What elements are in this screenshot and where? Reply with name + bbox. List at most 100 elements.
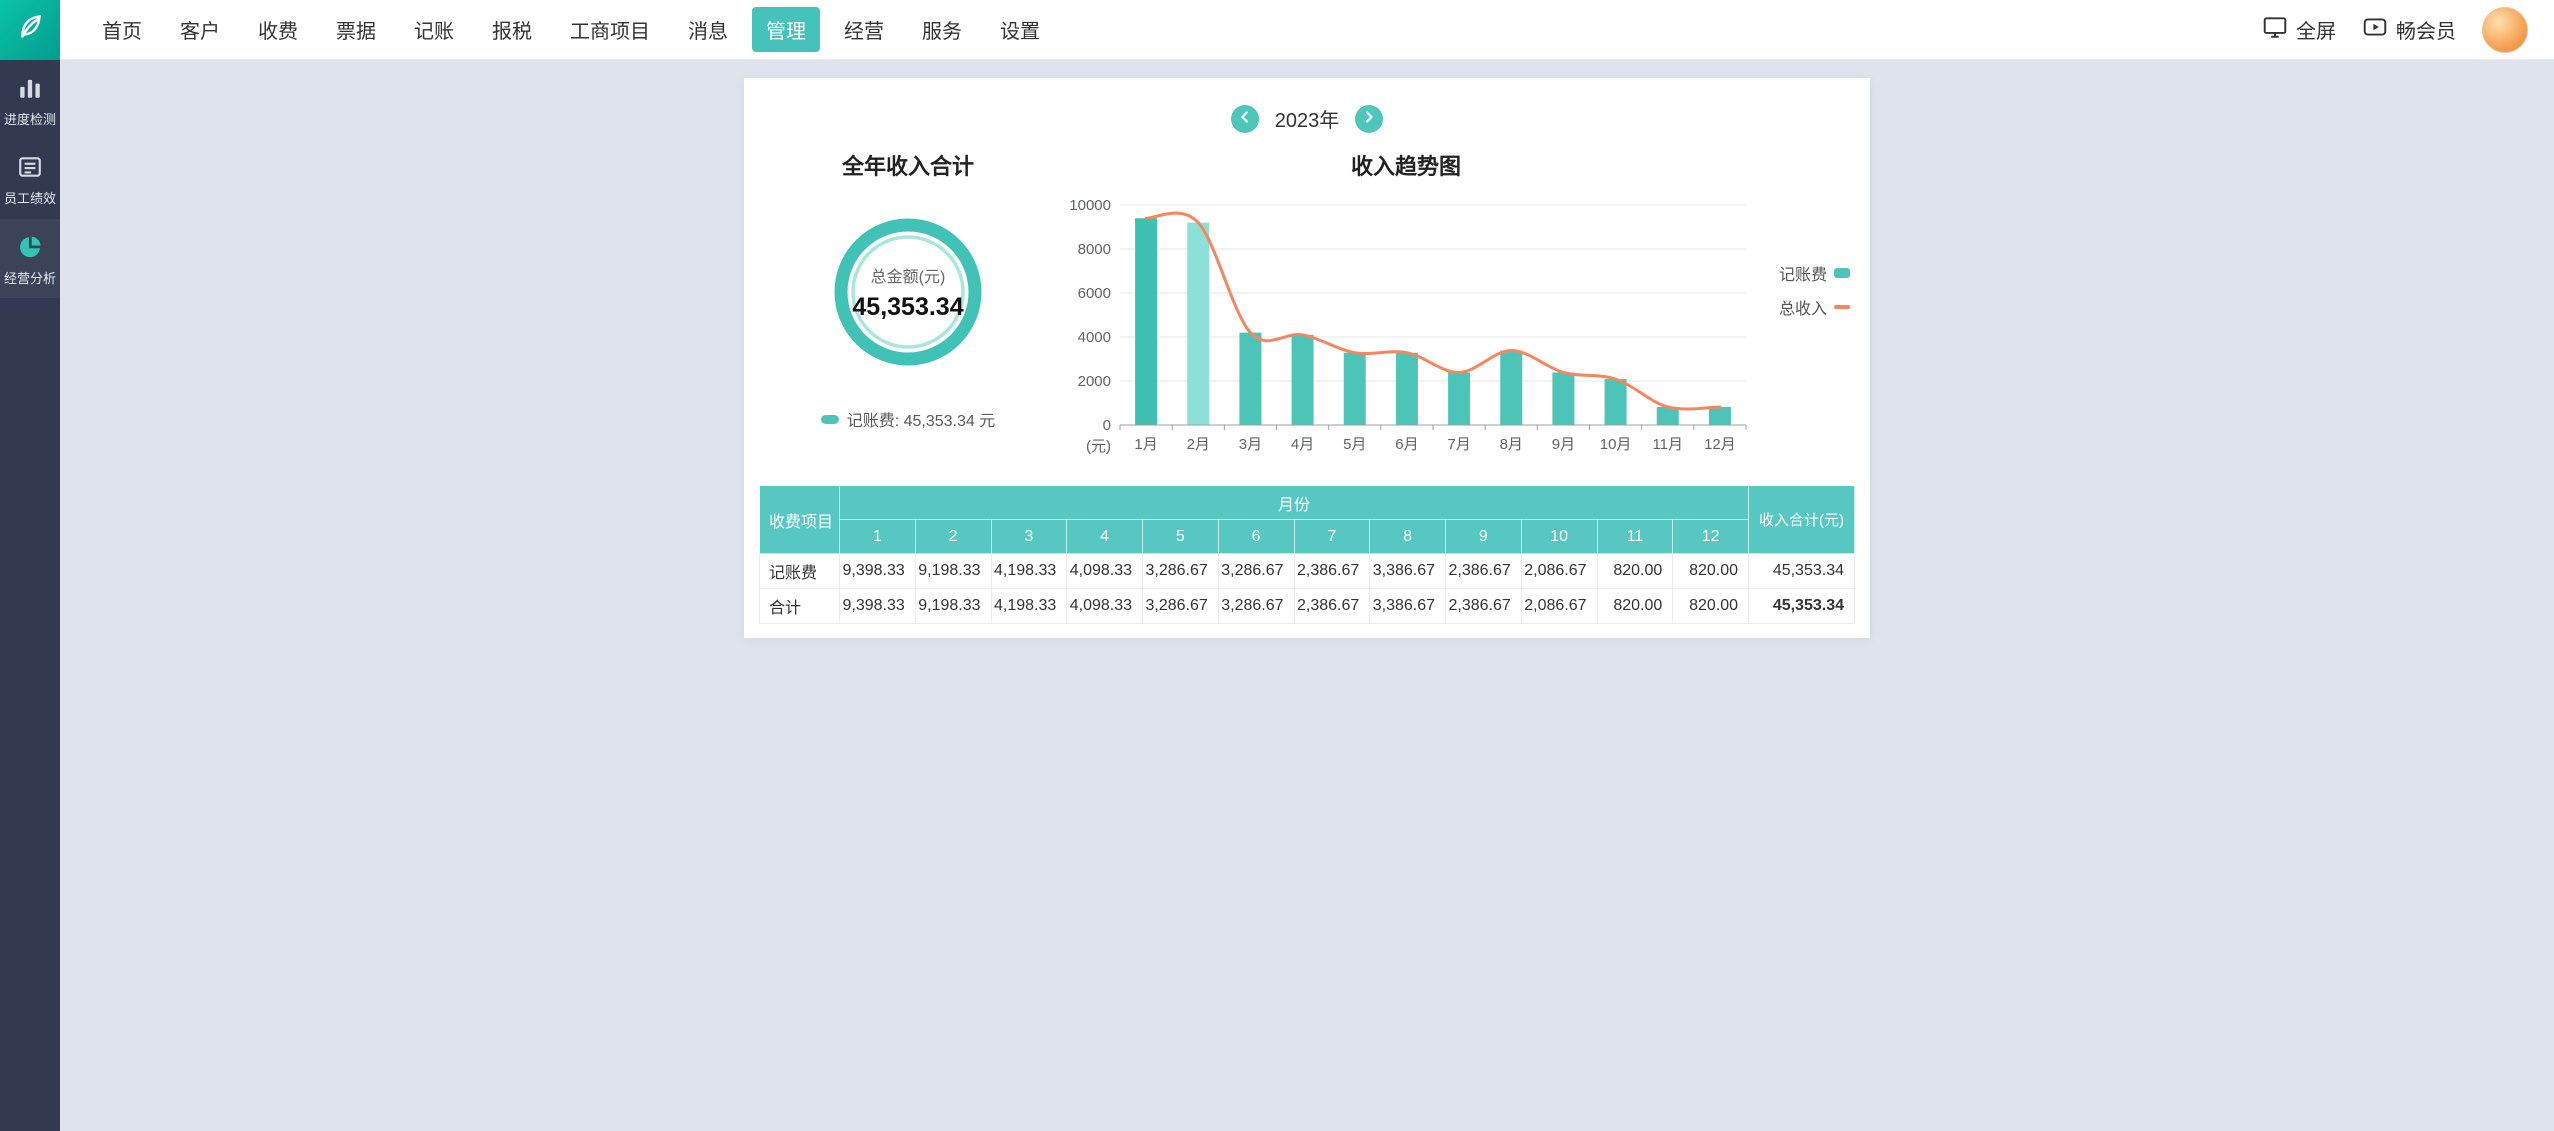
member-video-icon	[2362, 14, 2388, 46]
value-cell: 3,286.67	[1142, 553, 1219, 589]
income-table: 收费项目 月份 收入合计(元) 1 2 3 4 5 6 7 8 9 10 11 12 记账费 9,398.33…	[759, 485, 1855, 624]
value-cell: 9,198.33	[914, 588, 992, 624]
value-cell: 2,386.67	[1445, 553, 1522, 589]
month-header: 12	[1672, 519, 1749, 554]
fullscreen-label: 全屏	[2296, 21, 2336, 43]
svg-text:4000: 4000	[1078, 329, 1111, 346]
sidebar-item-progress-check[interactable]: 进度检测	[0, 60, 60, 139]
dashboard-row: 全年收入合计 总金额(元) 45,353.34 记账费: 45,353.34 元	[758, 149, 1856, 471]
sidebar-item-business-analysis[interactable]: 经营分析	[0, 218, 60, 298]
year-navigation: 2023年	[758, 104, 1856, 133]
value-cell: 2,086.67	[1520, 588, 1598, 624]
nav-item-bookkeeping[interactable]: 记账	[414, 21, 454, 43]
svg-text:11月: 11月	[1652, 436, 1683, 453]
total-donut: 总金额(元) 45,353.34	[823, 207, 993, 377]
value-cell: 9,198.33	[914, 553, 992, 589]
user-avatar[interactable]	[2482, 6, 2528, 53]
income-table-head: 收费项目 月份 收入合计(元) 1 2 3 4 5 6 7 8 9 10 11 12	[759, 485, 1855, 554]
month-header: 9	[1445, 519, 1522, 554]
month-header: 4	[1066, 519, 1143, 554]
nav-item-operations[interactable]: 经营	[844, 21, 884, 43]
svg-text:6月: 6月	[1395, 436, 1418, 453]
nav-item-services[interactable]: 服务	[922, 21, 962, 43]
nav-item-settings[interactable]: 设置	[1000, 21, 1040, 43]
svg-text:8月: 8月	[1500, 436, 1523, 453]
nav-item-business-projects[interactable]: 工商项目	[570, 21, 650, 43]
sidebar: 进度检测员工绩效经营分析	[0, 60, 60, 1131]
month-header: 10	[1520, 519, 1598, 554]
svg-text:8000: 8000	[1078, 241, 1111, 258]
value-cell: 9,398.33	[839, 588, 916, 624]
annual-summary-section: 全年收入合计 总金额(元) 45,353.34 记账费: 45,353.34 元	[758, 149, 1058, 471]
chevron-left-icon	[1236, 108, 1254, 129]
row-total-cell: 45,353.34	[1748, 553, 1855, 589]
value-cell: 2,386.67	[1293, 553, 1371, 589]
fullscreen-button[interactable]: 全屏	[2262, 14, 2336, 46]
total-column-header: 收入合计(元)	[1748, 485, 1855, 554]
value-cell: 3,286.67	[1217, 553, 1295, 589]
month-header: 2	[914, 519, 992, 554]
value-cell: 2,386.67	[1445, 588, 1522, 624]
chart-legend: 记账费 总收入	[1754, 261, 1850, 319]
fee-legend-swatch-icon	[820, 414, 839, 424]
legend-line-mark-icon	[1834, 305, 1850, 309]
app-logo[interactable]	[0, 0, 60, 60]
prev-year-button[interactable]	[1230, 104, 1259, 133]
year-label: 2023年	[1274, 110, 1340, 132]
trend-chart: 0 2000 4000 6000 8000 10000 (元) 1月 2月 3月 4月 5月 6月 7月 8…	[1069, 197, 1747, 455]
donut-label: 总金额(元)	[870, 268, 946, 286]
chevron-right-icon	[1360, 108, 1378, 129]
value-cell: 4,098.33	[1066, 553, 1143, 589]
analysis-card: 2023年 全年收入合计 总金额(元) 45,353.34	[744, 78, 1870, 638]
leaf-logo-icon	[11, 8, 49, 51]
pie-chart-icon	[17, 234, 43, 265]
value-cell: 9,398.33	[839, 553, 916, 589]
chart-legend-fee[interactable]: 记账费	[1779, 261, 1850, 285]
topbar-right: 全屏 畅会员	[2262, 6, 2554, 53]
sidebar-item-label: 经营分析	[3, 270, 56, 286]
nav-item-customers[interactable]: 客户	[180, 21, 220, 43]
value-cell: 2,386.67	[1293, 588, 1371, 624]
income-table-body: 记账费 9,398.33 9,198.33 4,198.33 4,098.33 3,286…	[759, 553, 1855, 624]
summary-title: 全年收入合计	[841, 154, 974, 179]
value-cell: 820.00	[1672, 553, 1749, 589]
value-cell: 3,286.67	[1217, 588, 1295, 624]
svg-text:0: 0	[1103, 417, 1111, 434]
svg-text:9月: 9月	[1552, 436, 1575, 453]
svg-text:10000: 10000	[1069, 197, 1111, 214]
nav-item-management[interactable]: 管理	[752, 7, 820, 52]
month-group-header: 月份	[839, 485, 1749, 520]
legend-bar-mark-icon	[1834, 268, 1850, 278]
value-cell: 3,286.67	[1142, 588, 1219, 624]
member-button[interactable]: 畅会员	[2362, 14, 2456, 46]
nav-item-messages[interactable]: 消息	[688, 21, 728, 43]
nav-item-fees[interactable]: 收费	[258, 21, 298, 43]
svg-text:6000: 6000	[1078, 285, 1111, 302]
donut-center: 总金额(元) 45,353.34	[823, 207, 993, 377]
top-nav: 首页 客户 收费 票据 记账 报税 工商项目 消息 管理 经营 服务 设置	[60, 7, 2262, 52]
summary-legend-text: 记账费: 45,353.34 元	[846, 413, 996, 430]
nav-item-invoices[interactable]: 票据	[336, 21, 376, 43]
svg-text:(元): (元)	[1086, 438, 1111, 455]
row-name-cell: 记账费	[759, 553, 840, 589]
table-corner-header: 收费项目	[759, 485, 840, 554]
member-label: 畅会员	[2396, 21, 2456, 43]
month-header: 8	[1369, 519, 1446, 554]
svg-text:1月: 1月	[1134, 436, 1157, 453]
main-content: 2023年 全年收入合计 总金额(元) 45,353.34	[60, 60, 2554, 1131]
row-name-cell: 合计	[759, 588, 840, 624]
nav-item-home[interactable]: 首页	[102, 21, 142, 43]
id-card-icon	[17, 154, 43, 185]
trend-chart-title: 收入趋势图	[1350, 154, 1461, 179]
month-header: 7	[1293, 519, 1371, 554]
topbar: 首页 客户 收费 票据 记账 报税 工商项目 消息 管理 经营 服务 设置 全屏 畅会员	[0, 0, 2554, 60]
sidebar-item-label: 进度检测	[3, 112, 56, 127]
chart-legend-total-income[interactable]: 总收入	[1779, 295, 1850, 319]
svg-text:2000: 2000	[1078, 373, 1111, 390]
svg-text:10月: 10月	[1600, 436, 1632, 453]
next-year-button[interactable]	[1355, 104, 1384, 133]
value-cell: 820.00	[1596, 588, 1674, 624]
nav-item-tax-filing[interactable]: 报税	[492, 21, 532, 43]
summary-legend: 记账费: 45,353.34 元	[820, 407, 996, 431]
sidebar-item-staff-performance[interactable]: 员工绩效	[0, 139, 60, 218]
